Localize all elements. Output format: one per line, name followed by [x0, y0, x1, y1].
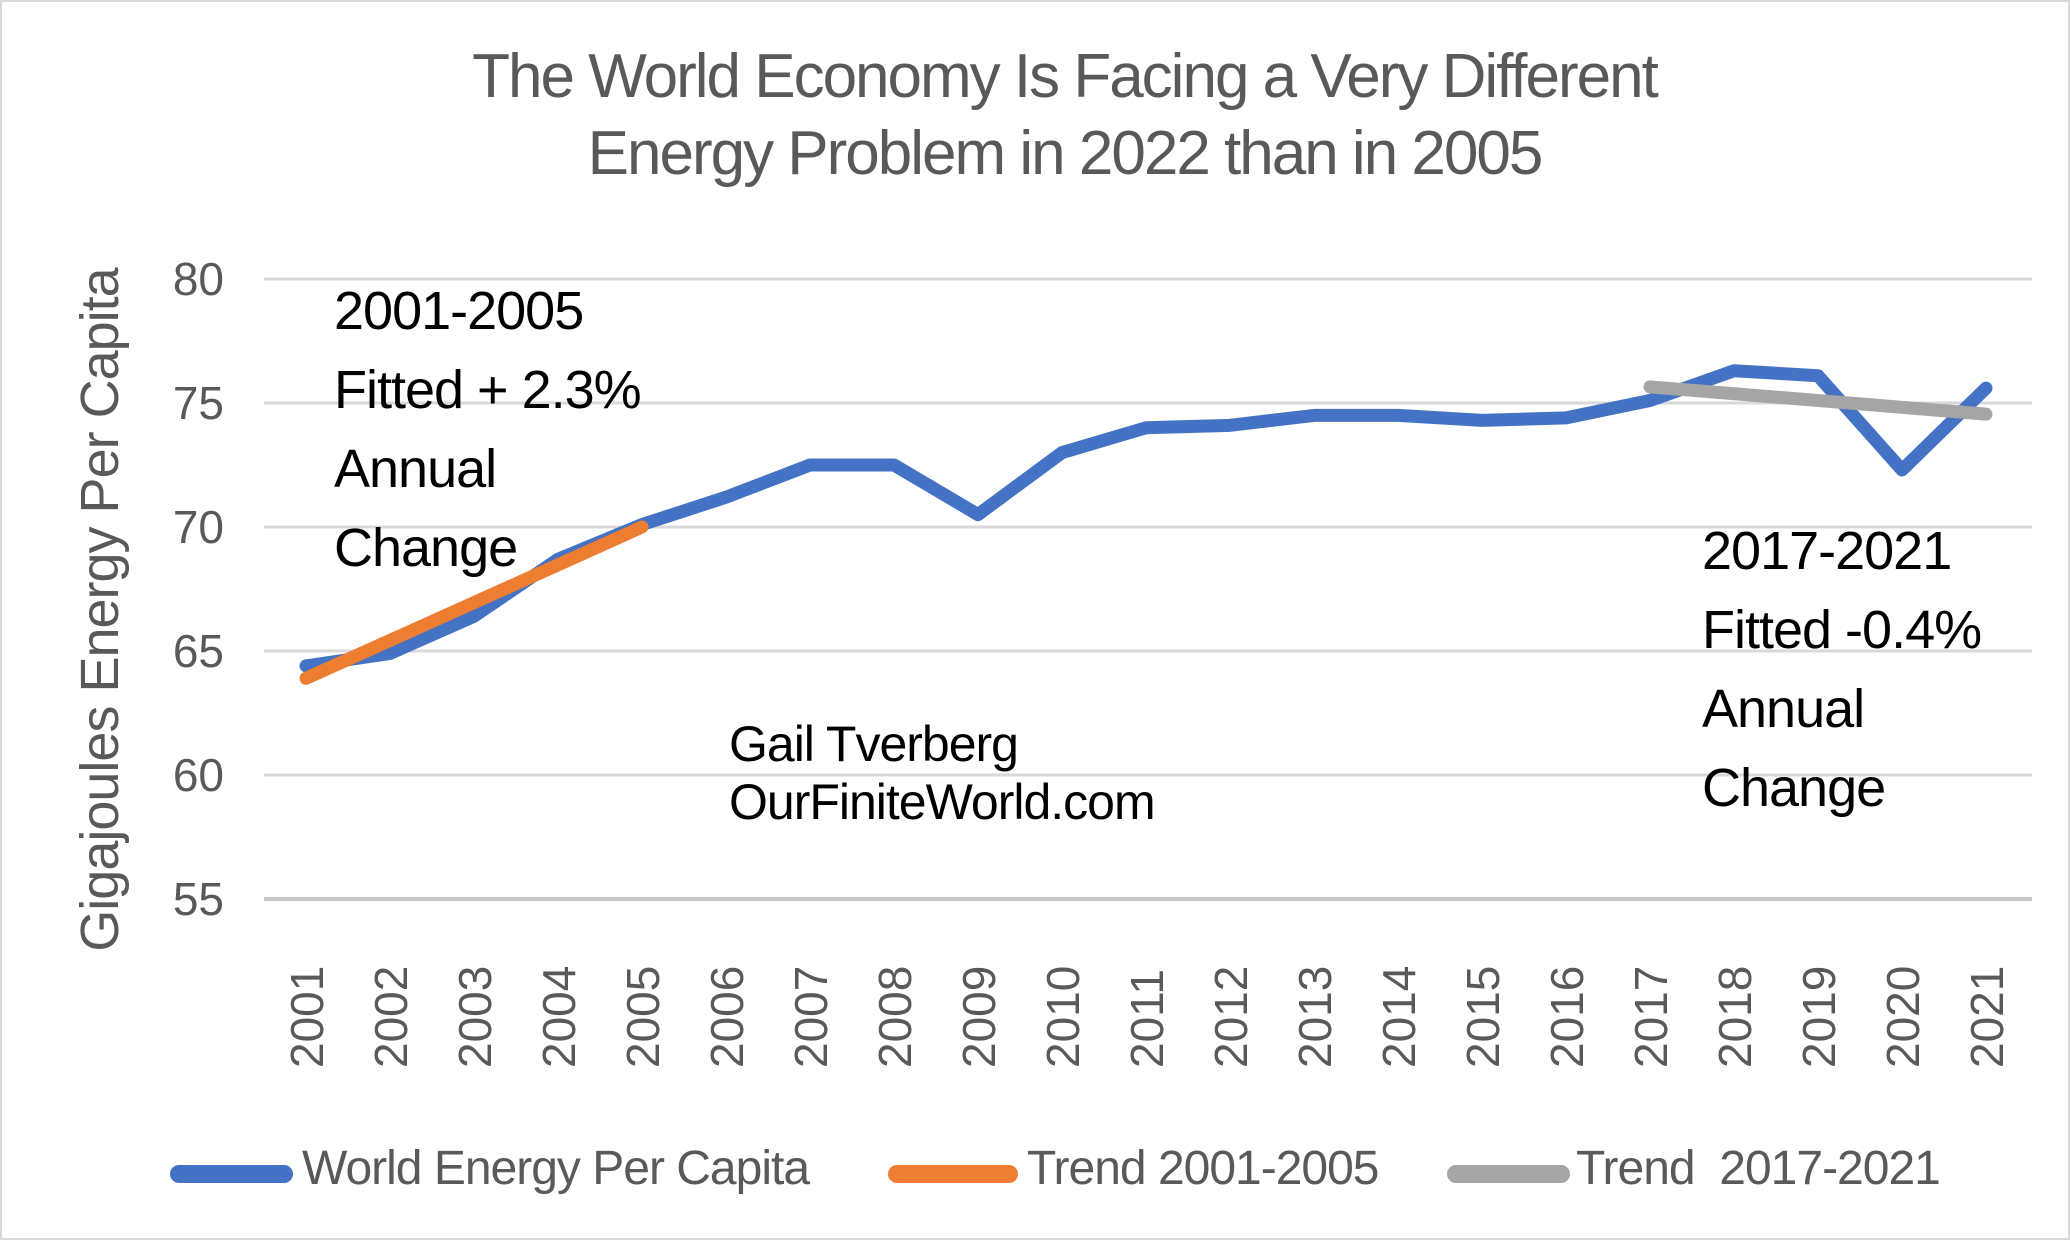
- y-tick-label: 60: [173, 749, 224, 801]
- chart-title: The World Economy Is Facing a Very Diffe…: [57, 38, 2068, 192]
- x-tick-label: 2021: [1961, 966, 2013, 1068]
- y-tick-label: 75: [173, 377, 224, 429]
- legend-swatch-2: [888, 1165, 1018, 1183]
- trend-line-2001-2005: [299, 520, 649, 685]
- trend-line-2017-2021: [1643, 380, 1993, 421]
- x-tick-label: 2015: [1457, 966, 1509, 1068]
- legend-swatch-3: [1447, 1165, 1570, 1183]
- x-tick-label: 2019: [1793, 966, 1845, 1068]
- chart-title-line1: The World Economy Is Facing a Very Diffe…: [472, 42, 1659, 111]
- annotation-trend-2017-2021: 2017-2021 Fitted -0.4% Annual Change: [1702, 512, 1982, 828]
- annotation-line: Fitted -0.4%: [1702, 600, 1982, 660]
- x-tick-label: 2006: [701, 966, 753, 1068]
- x-tick-label: 2009: [953, 966, 1005, 1068]
- legend-label-3: Trend 2017-2021: [1576, 1142, 1941, 1195]
- y-axis-title: Gigajoules Energy Per Capita: [70, 268, 130, 952]
- x-tick-label: 2014: [1373, 966, 1425, 1068]
- x-tick-label: 2013: [1289, 966, 1341, 1068]
- legend-label-2: Trend 2001-2005: [1027, 1142, 1379, 1195]
- annotation-line: Fitted + 2.3%: [334, 360, 642, 420]
- x-tick-label: 2007: [785, 966, 837, 1068]
- annotation-line: Annual: [1702, 679, 1865, 739]
- chart-title-line2: Energy Problem in 2022 than in 2005: [587, 119, 1544, 188]
- annotation-line: Change: [334, 518, 518, 578]
- legend-swatch-1: [170, 1165, 293, 1183]
- annotation-line: Annual: [334, 439, 497, 499]
- x-tick-label: 2017: [1625, 966, 1677, 1068]
- watermark-line: OurFiniteWorld.com: [729, 774, 1156, 830]
- x-tick-label: 2002: [365, 966, 417, 1068]
- x-tick-label: 2010: [1037, 966, 1089, 1068]
- annotation-line: 2001-2005: [334, 281, 584, 341]
- y-tick-label: 70: [173, 501, 224, 553]
- x-tick-label: 2012: [1205, 966, 1257, 1068]
- legend-label-1: World Energy Per Capita: [302, 1142, 810, 1195]
- x-tick-label: 2020: [1877, 966, 1929, 1068]
- annotation-line: Change: [1702, 758, 1886, 818]
- annotation-trend-2001-2005: 2001-2005 Fitted + 2.3% Annual Change: [334, 272, 642, 588]
- x-tick-label: 2016: [1541, 966, 1593, 1068]
- x-tick-label: 2003: [449, 966, 501, 1068]
- x-tick-label: 2011: [1121, 969, 1173, 1068]
- watermark-author: Gail Tverberg OurFiniteWorld.com: [729, 715, 1156, 831]
- annotation-line: 2017-2021: [1702, 521, 1952, 581]
- x-tick-label: 2018: [1709, 966, 1761, 1068]
- y-tick-label: 55: [173, 873, 224, 925]
- x-tick-label: 2001: [281, 966, 333, 1068]
- x-tick-label: 2004: [533, 966, 585, 1068]
- watermark-line: Gail Tverberg: [729, 716, 1019, 772]
- y-tick-label: 65: [173, 625, 224, 677]
- y-tick-label: 80: [173, 253, 224, 305]
- x-tick-label: 2005: [617, 966, 669, 1068]
- x-tick-label: 2008: [869, 966, 921, 1068]
